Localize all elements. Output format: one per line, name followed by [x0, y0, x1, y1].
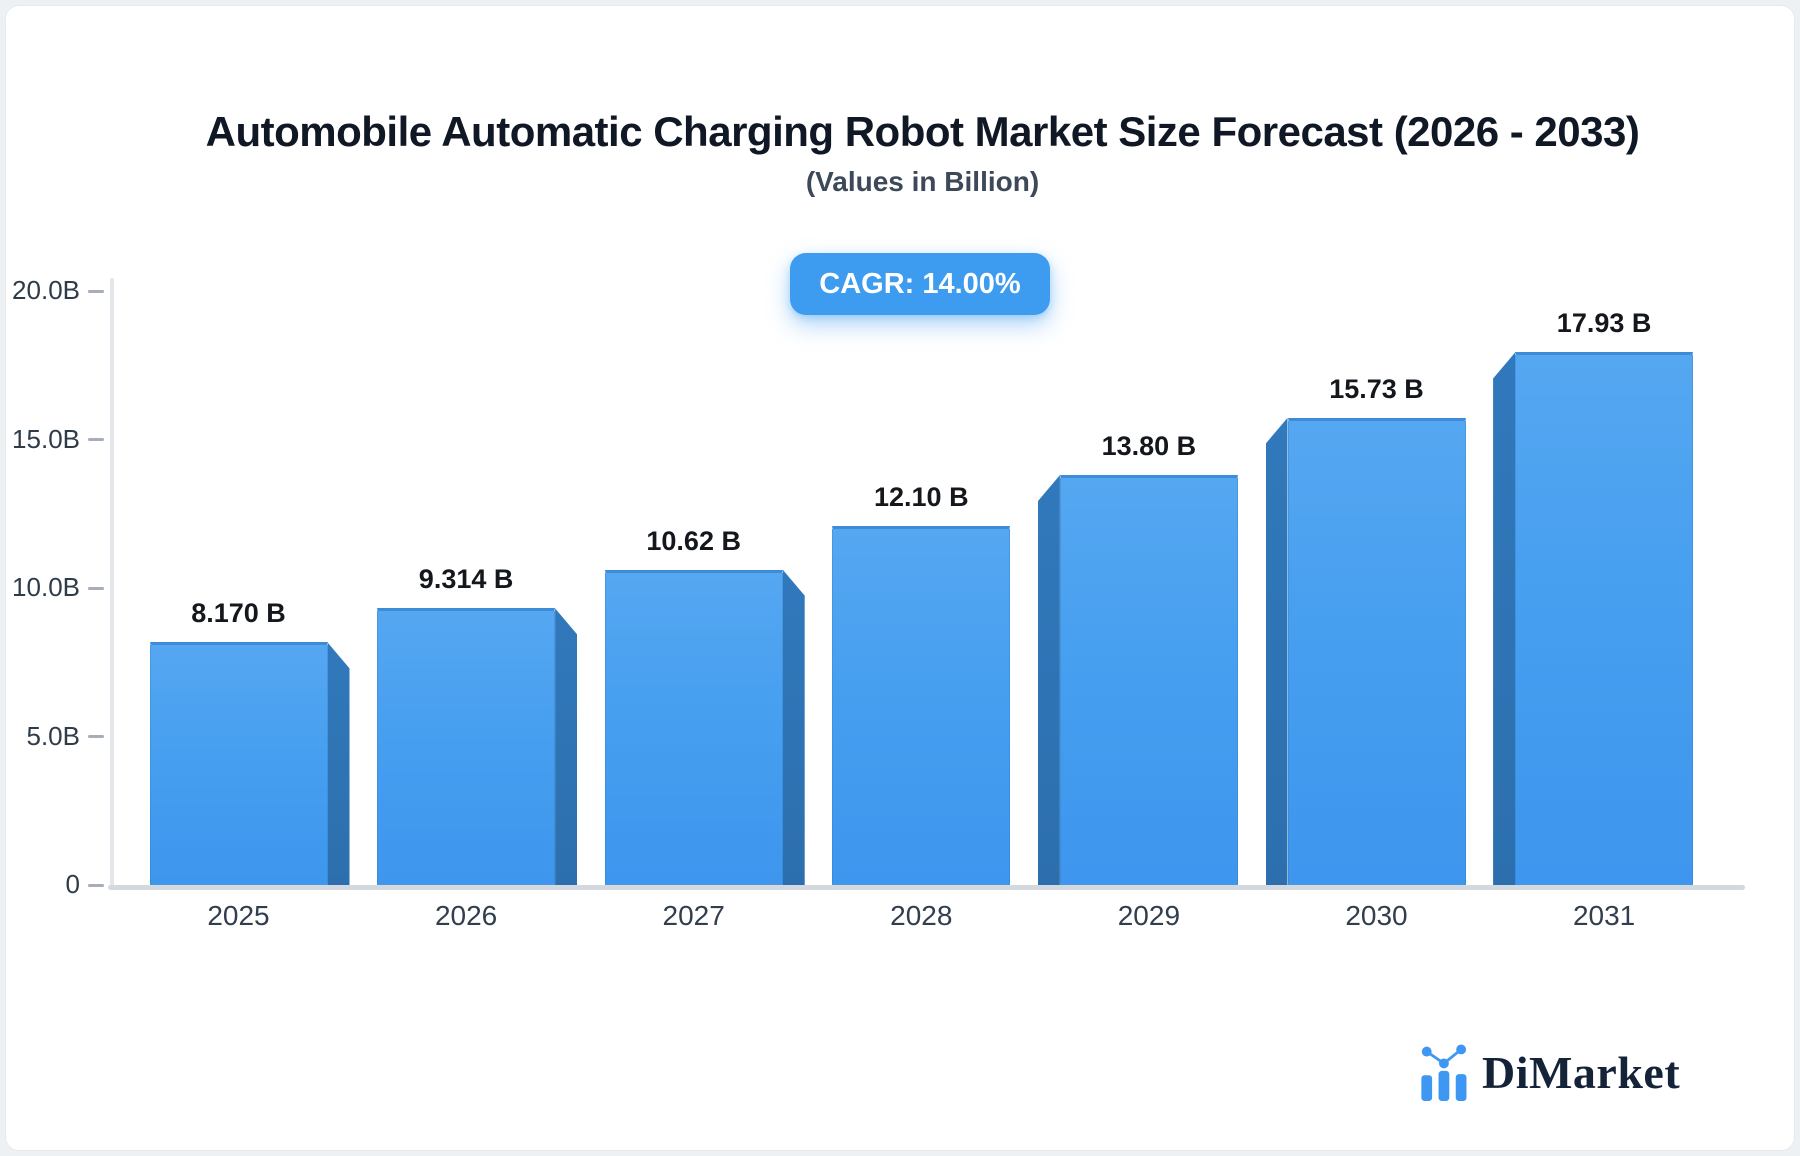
x-axis-label: 2026 [434, 900, 498, 931]
bar-2031[interactable] [1515, 352, 1694, 885]
x-axis-label: 2027 [662, 900, 725, 931]
cagr-badge: CAGR: 14.00% [790, 253, 1050, 315]
x-axis-label: 2029 [1117, 900, 1181, 931]
y-axis-tick [88, 735, 104, 738]
x-axis-label: 2025 [207, 900, 270, 931]
y-axis-label: 5.0B [26, 720, 81, 751]
bar-side-3d [555, 608, 578, 885]
page-subtitle: (Values in Billion) [805, 166, 1040, 197]
bar-side-3d [1037, 475, 1060, 885]
bar-value-label: 10.62 B [646, 525, 741, 556]
x-axis-label: 2030 [1345, 900, 1408, 931]
bar-value-label: 15.73 B [1329, 373, 1424, 404]
brand-name: DiMarket [1482, 1046, 1681, 1098]
x-axis-label: 2028 [890, 900, 953, 931]
bar-2025[interactable] [149, 642, 328, 885]
page-title: Automobile Automatic Charging Robot Mark… [205, 108, 1640, 155]
bar-2030[interactable] [1287, 417, 1466, 885]
bar-side-3d [1265, 417, 1288, 885]
bar-side-3d [1493, 352, 1516, 885]
bar-value-label: 9.314 B [418, 564, 514, 595]
bar-value-label: 13.80 B [1101, 431, 1197, 462]
y-axis-tick [88, 438, 104, 441]
y-axis-tick [88, 883, 104, 887]
y-axis-label: 15.0B [12, 423, 80, 454]
bar-side-3d [327, 642, 350, 885]
bar-value-label: 12.10 B [874, 481, 969, 512]
y-axis-tick [88, 289, 104, 293]
bar-value-label: 17.93 B [1556, 308, 1652, 339]
bar-2027[interactable] [604, 569, 783, 885]
brand-chart-icon [1421, 1044, 1467, 1101]
y-axis-label: 0 [65, 869, 80, 899]
x-axis-baseline [108, 885, 1745, 890]
y-axis-line [110, 278, 114, 888]
bar-value-label: 8.170 B [191, 598, 286, 629]
y-axis-tick [88, 586, 104, 590]
x-axis-label: 2031 [1572, 900, 1636, 931]
y-axis-label: 10.0B [12, 572, 80, 602]
brand-logo: DiMarket [1420, 1042, 1690, 1102]
bar-side-3d [782, 569, 805, 885]
bar-2029[interactable] [1059, 475, 1238, 885]
bar-2026[interactable] [377, 608, 556, 885]
y-axis-label: 20.0B [12, 275, 80, 305]
bar-2028[interactable] [832, 525, 1011, 885]
